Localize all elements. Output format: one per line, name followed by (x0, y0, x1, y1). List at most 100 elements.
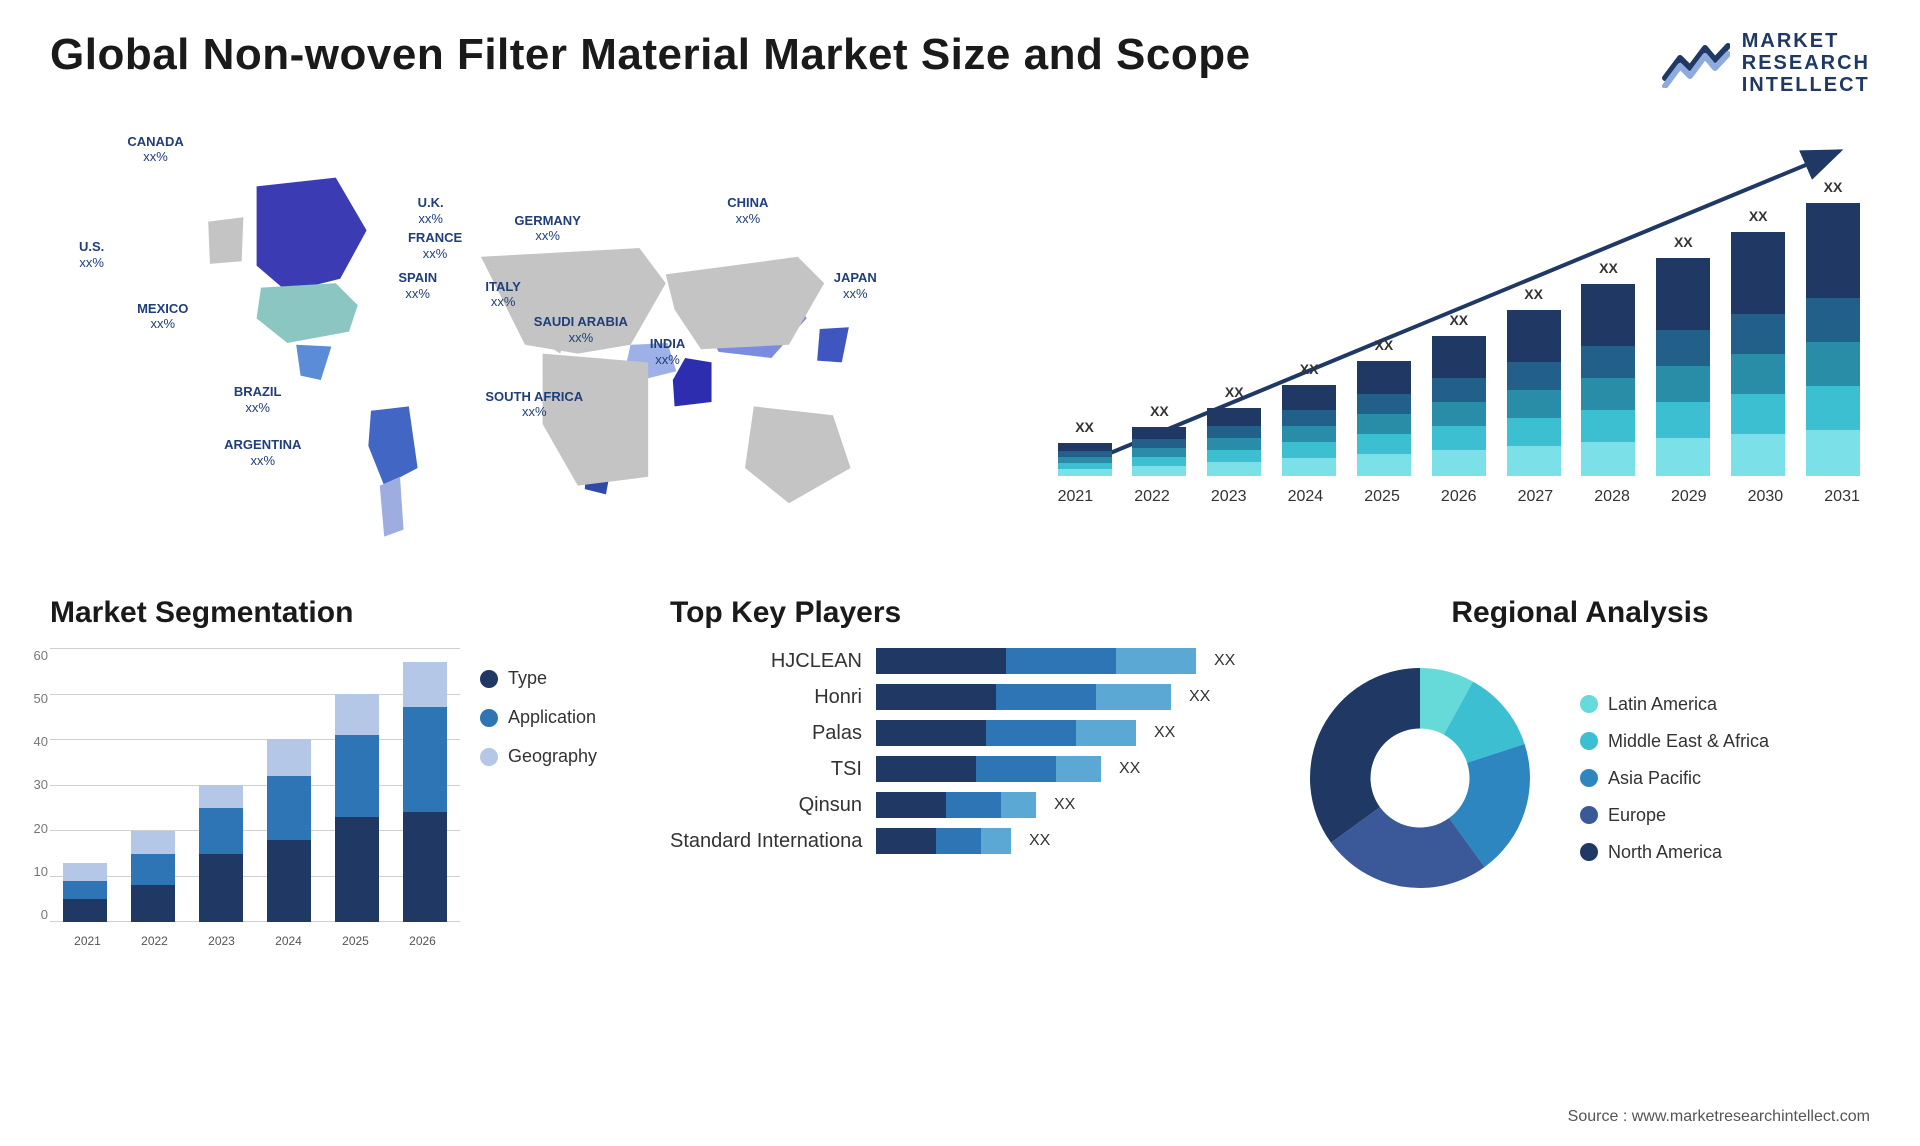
bar-segment (1806, 386, 1860, 430)
growth-chart: XXXXXXXXXXXXXXXXXXXXXX 20212022202320242… (1048, 136, 1870, 536)
y-tick: 50 (22, 691, 48, 706)
bar-year-label: 2022 (1134, 488, 1170, 506)
player-row: Standard InternationaXX (670, 828, 1250, 854)
legend-item: Latin America (1580, 694, 1769, 715)
player-bar-segment (1006, 648, 1116, 674)
bar-segment (1132, 439, 1186, 448)
player-bar-segment (1001, 792, 1036, 818)
bar-value-label: XX (1300, 361, 1319, 377)
player-bar-segment (986, 720, 1076, 746)
segmentation-segment (267, 739, 311, 776)
logo-text: MARKET RESEARCH INTELLECT (1742, 30, 1870, 96)
legend-item: Application (480, 707, 630, 728)
bar-segment (1731, 434, 1785, 476)
bar-segment (1432, 378, 1486, 402)
map-region (257, 178, 367, 292)
growth-chart-panel: XXXXXXXXXXXXXXXXXXXXXX 20212022202320242… (1048, 116, 1870, 556)
growth-bar: XX (1581, 260, 1635, 476)
bar-segment (1357, 361, 1411, 394)
bar-segment (1581, 410, 1635, 442)
bar-segment (1656, 366, 1710, 402)
bar-segment (1581, 378, 1635, 410)
legend-color-icon (480, 709, 498, 727)
bar-segment (1507, 310, 1561, 362)
player-bar-segment (876, 648, 1006, 674)
legend-label: Middle East & Africa (1608, 731, 1769, 752)
bar-segment (1806, 430, 1860, 476)
player-name: Standard Internationa (670, 830, 870, 853)
bar-segment (1132, 466, 1186, 476)
map-label: INDIAxx% (650, 336, 685, 367)
map-label: BRAZILxx% (234, 384, 282, 415)
bar-segment (1731, 232, 1785, 314)
page-title: Global Non-woven Filter Material Market … (50, 30, 1251, 80)
x-label: 2022 (133, 934, 177, 948)
y-tick: 0 (22, 907, 48, 922)
player-bar-segment (1096, 684, 1171, 710)
segmentation-bar (335, 694, 379, 922)
legend-color-icon (1580, 695, 1598, 713)
map-label: CHINAxx% (727, 195, 768, 226)
growth-bar: XX (1282, 361, 1336, 476)
map-region (257, 283, 358, 343)
regional-legend: Latin AmericaMiddle East & AfricaAsia Pa… (1580, 694, 1769, 863)
legend-item: Type (480, 668, 630, 689)
bar-stack (1656, 258, 1710, 476)
bar-stack (1507, 310, 1561, 476)
regional-panel: Regional Analysis Latin America Middle Ea… (1290, 596, 1870, 948)
legend-color-icon (480, 748, 498, 766)
x-label: 2023 (200, 934, 244, 948)
segmentation-segment (131, 831, 175, 854)
segmentation-segment (267, 776, 311, 840)
bar-segment (1282, 442, 1336, 458)
player-value: XX (1189, 688, 1210, 706)
bar-segment (1207, 462, 1261, 476)
segmentation-segment (199, 854, 243, 923)
growth-bar: XX (1058, 419, 1112, 476)
player-bar-segment (876, 792, 946, 818)
bar-segment (1132, 427, 1186, 439)
player-bar-segment (876, 720, 986, 746)
legend-item: North America (1580, 842, 1769, 863)
bar-segment (1656, 402, 1710, 438)
bar-segment (1507, 418, 1561, 446)
map-label: ARGENTINAxx% (224, 437, 301, 468)
bar-segment (1581, 346, 1635, 378)
growth-bar: XX (1507, 286, 1561, 476)
map-region (208, 217, 243, 264)
player-bar-segment (876, 756, 976, 782)
player-bar (876, 720, 1136, 746)
legend-color-icon (480, 670, 498, 688)
regional-title: Regional Analysis (1290, 596, 1870, 630)
players-title: Top Key Players (670, 596, 1250, 630)
legend-label: Geography (508, 746, 597, 767)
bar-segment (1731, 394, 1785, 434)
x-label: 2024 (267, 934, 311, 948)
bar-segment (1656, 330, 1710, 366)
map-label: U.S.xx% (79, 239, 104, 270)
bar-segment (1207, 408, 1261, 426)
bar-segment (1058, 469, 1112, 476)
map-region (745, 406, 851, 503)
legend-label: Europe (1608, 805, 1666, 826)
bar-segment (1656, 258, 1710, 330)
bar-year-label: 2023 (1211, 488, 1247, 506)
logo-icon (1660, 38, 1730, 88)
segmentation-segment (403, 662, 447, 708)
player-name: HJCLEAN (670, 650, 870, 673)
growth-bar: XX (1656, 234, 1710, 476)
bar-year-label: 2024 (1288, 488, 1324, 506)
bar-year-label: 2030 (1748, 488, 1784, 506)
bar-stack (1581, 284, 1635, 476)
map-label: SAUDI ARABIAxx% (534, 314, 628, 345)
player-row: TSIXX (670, 756, 1250, 782)
bar-value-label: XX (1824, 179, 1843, 195)
segmentation-bar (267, 739, 311, 922)
y-tick: 20 (22, 821, 48, 836)
bar-segment (1432, 450, 1486, 476)
segmentation-bar (63, 863, 107, 922)
player-bar (876, 792, 1036, 818)
bar-segment (1507, 390, 1561, 418)
bar-segment (1132, 457, 1186, 466)
segmentation-segment (199, 808, 243, 854)
